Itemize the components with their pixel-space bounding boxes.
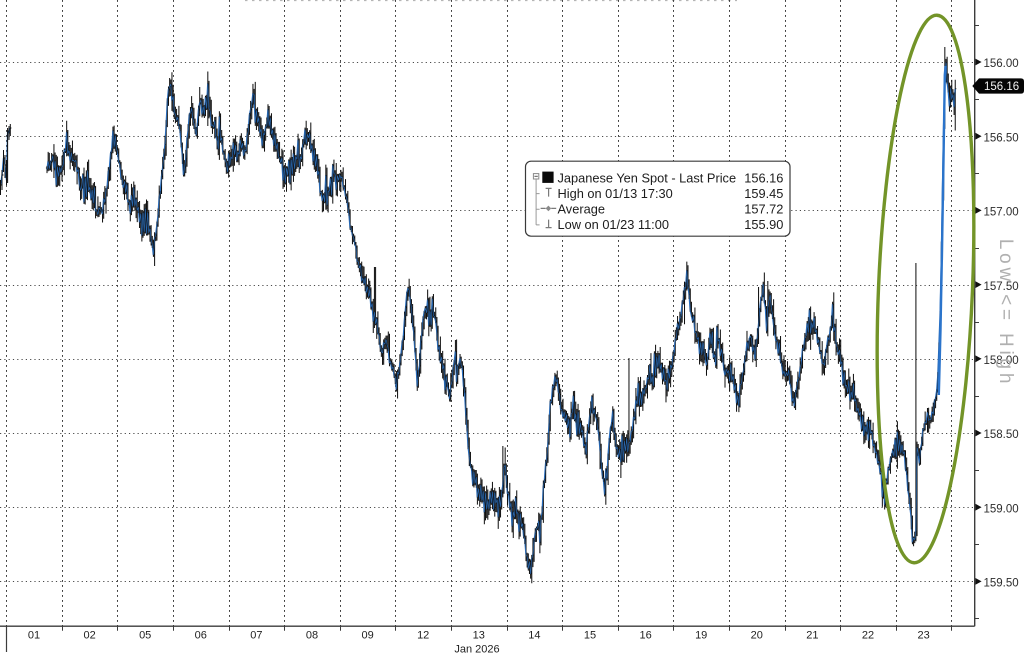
svg-text:15: 15 bbox=[584, 630, 596, 642]
svg-text:156.00: 156.00 bbox=[984, 58, 1019, 70]
svg-text:22: 22 bbox=[862, 630, 874, 642]
svg-text:09: 09 bbox=[361, 630, 373, 642]
svg-text:156.16: 156.16 bbox=[744, 171, 783, 186]
svg-text:02: 02 bbox=[83, 630, 95, 642]
svg-text:Low on 01/23 11:00: Low on 01/23 11:00 bbox=[558, 217, 669, 232]
svg-text:14: 14 bbox=[528, 630, 540, 642]
svg-text:155.90: 155.90 bbox=[744, 217, 783, 232]
svg-text:16: 16 bbox=[639, 630, 651, 642]
svg-text:20: 20 bbox=[751, 630, 763, 642]
svg-text:07: 07 bbox=[250, 630, 262, 642]
svg-text:Average: Average bbox=[558, 202, 605, 217]
svg-text:12: 12 bbox=[417, 630, 429, 642]
svg-text:157.00: 157.00 bbox=[984, 207, 1019, 219]
svg-text:21: 21 bbox=[806, 630, 818, 642]
svg-text:159.50: 159.50 bbox=[984, 578, 1019, 590]
svg-text:19: 19 bbox=[695, 630, 707, 642]
svg-text:13: 13 bbox=[473, 630, 485, 642]
svg-text:158.00: 158.00 bbox=[984, 355, 1019, 367]
svg-text:08: 08 bbox=[306, 630, 318, 642]
svg-text:05: 05 bbox=[139, 630, 151, 642]
svg-text:159.00: 159.00 bbox=[984, 503, 1019, 515]
svg-text:157.72: 157.72 bbox=[744, 202, 783, 217]
svg-text:Japanese Yen Spot - Last Price: Japanese Yen Spot - Last Price bbox=[558, 171, 737, 186]
svg-text:01: 01 bbox=[28, 630, 40, 642]
svg-text:Low <= High: Low <= High bbox=[995, 239, 1016, 387]
svg-text:156.16: 156.16 bbox=[984, 81, 1019, 93]
svg-text:06: 06 bbox=[195, 630, 207, 642]
svg-text:23: 23 bbox=[917, 630, 929, 642]
svg-text:High on 01/13 17:30: High on 01/13 17:30 bbox=[558, 186, 673, 201]
svg-text:159.45: 159.45 bbox=[744, 186, 783, 201]
svg-text:Jan 2026: Jan 2026 bbox=[454, 643, 499, 655]
svg-text:156.50: 156.50 bbox=[984, 132, 1019, 144]
svg-text:158.50: 158.50 bbox=[984, 429, 1019, 441]
svg-text:157.50: 157.50 bbox=[984, 281, 1019, 293]
